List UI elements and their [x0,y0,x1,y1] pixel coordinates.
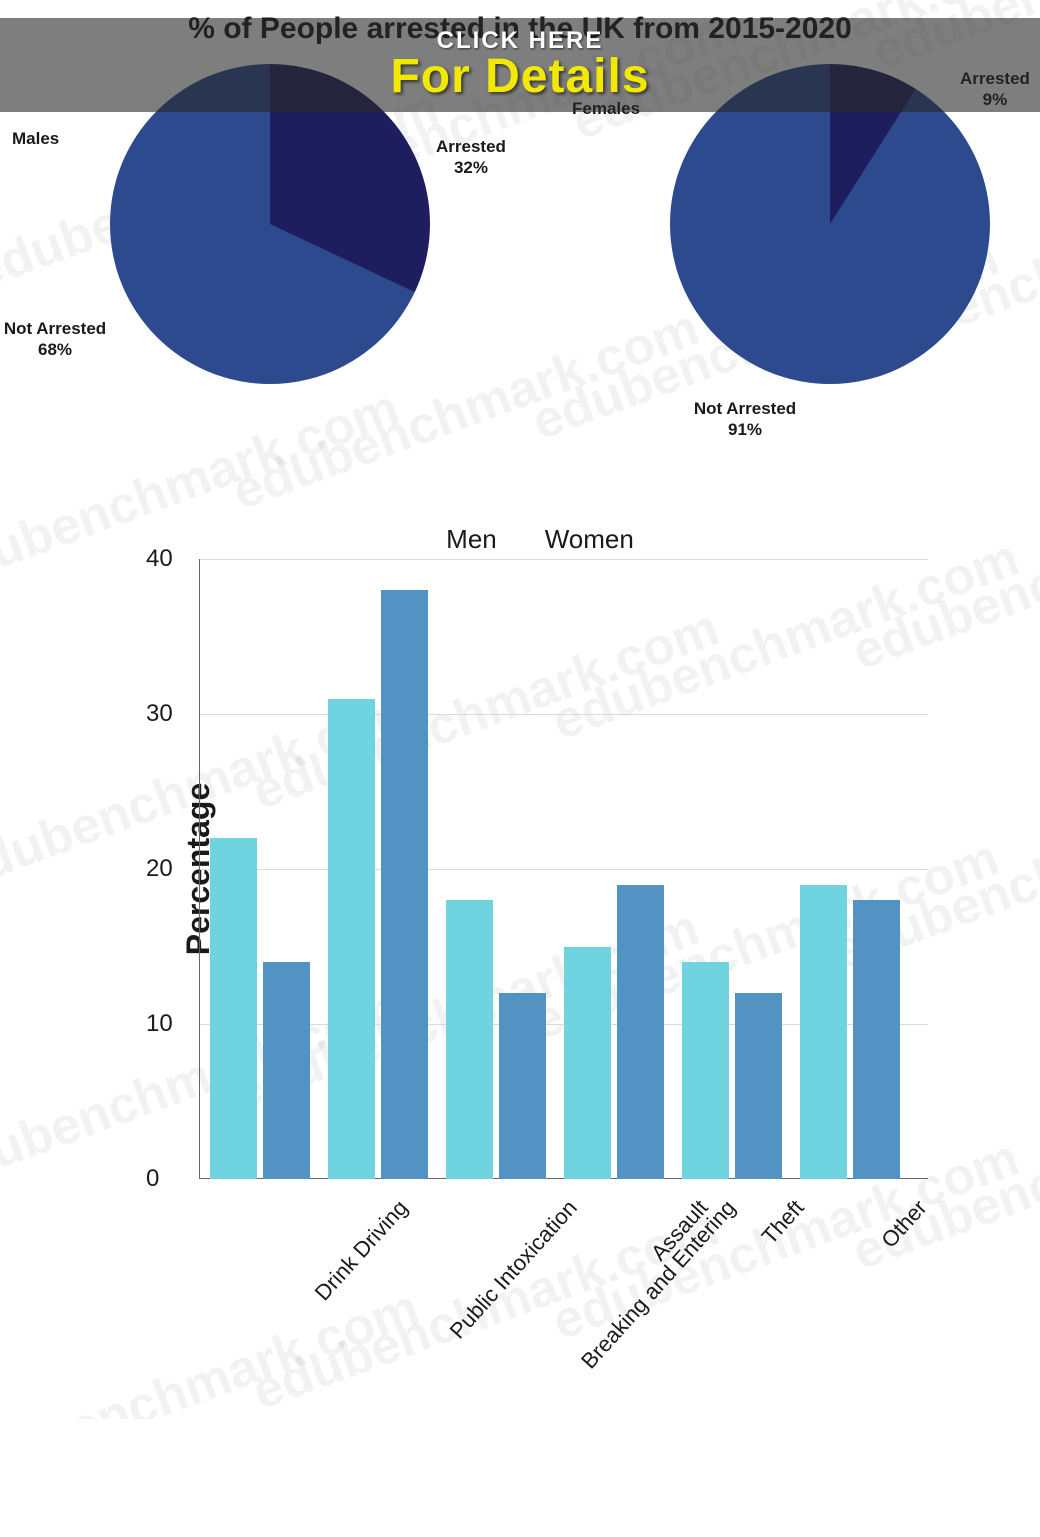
bar-chart: Men Women Percentage 010203040 Drink Dri… [0,524,1040,1419]
gridline [200,559,928,560]
bar-women [617,885,664,1180]
x-axis-label: Theft [757,1195,810,1250]
promo-banner[interactable]: CLICK HERE For Details [0,18,1040,112]
y-tick: 10 [146,1010,173,1038]
bar-men [800,885,847,1180]
x-axis-label: Drink Driving [310,1195,414,1306]
bar-men [210,838,257,1179]
bar-men [682,962,729,1179]
x-axis-label: Breaking and Entering [576,1195,741,1374]
x-axis-labels: Drink Driving Public IntoxicationBreaking… [160,1179,920,1419]
legend-women: Women [545,524,634,555]
bar-women [263,962,310,1179]
page: edubenchmark.comedubenchmark.comedubench… [0,0,1040,1419]
bar-women [381,590,428,1179]
x-axis-label: Public Intoxication [445,1195,583,1344]
males-not-arrested-name: Not Arrested [4,319,106,338]
males-label: Males [12,128,59,149]
pie-males-disc [110,64,430,384]
males-not-arrested-pct: 68% [38,340,72,359]
pie-chart-males: Males Arrested 32% Not Arrested 68% [0,54,520,454]
y-tick: 30 [146,700,173,728]
females-not-arrested-pct: 91% [728,420,762,439]
females-not-arrested-label: Not Arrested 91% [680,398,810,441]
males-arrested-label: Arrested 32% [436,136,506,179]
banner-line-2: For Details [390,49,649,104]
pie-females-disc [670,64,990,384]
y-tick: 40 [146,545,173,573]
legend-men: Men [446,524,497,555]
gridline [200,869,928,870]
bar-women [853,900,900,1179]
bar-men [564,947,611,1180]
y-tick: 0 [146,1165,159,1193]
males-not-arrested-label: Not Arrested 68% [0,318,120,361]
y-tick: 20 [146,855,173,883]
pie-charts-row: Males Arrested 32% Not Arrested 68% Fema… [0,54,1040,454]
gridline [200,714,928,715]
females-not-arrested-name: Not Arrested [694,399,796,418]
bar-women [735,993,782,1179]
bar-women [499,993,546,1179]
x-axis-label: Other [876,1195,932,1253]
bar-legend: Men Women [160,524,920,555]
bar-men [446,900,493,1179]
males-arrested-pct: 32% [454,158,488,177]
pie-chart-females: Females Arrested 9% Not Arrested 91% [520,54,1040,454]
bar-chart-area: Percentage 010203040 [200,559,920,1179]
males-arrested-name: Arrested [436,137,506,156]
bar-men [328,699,375,1180]
